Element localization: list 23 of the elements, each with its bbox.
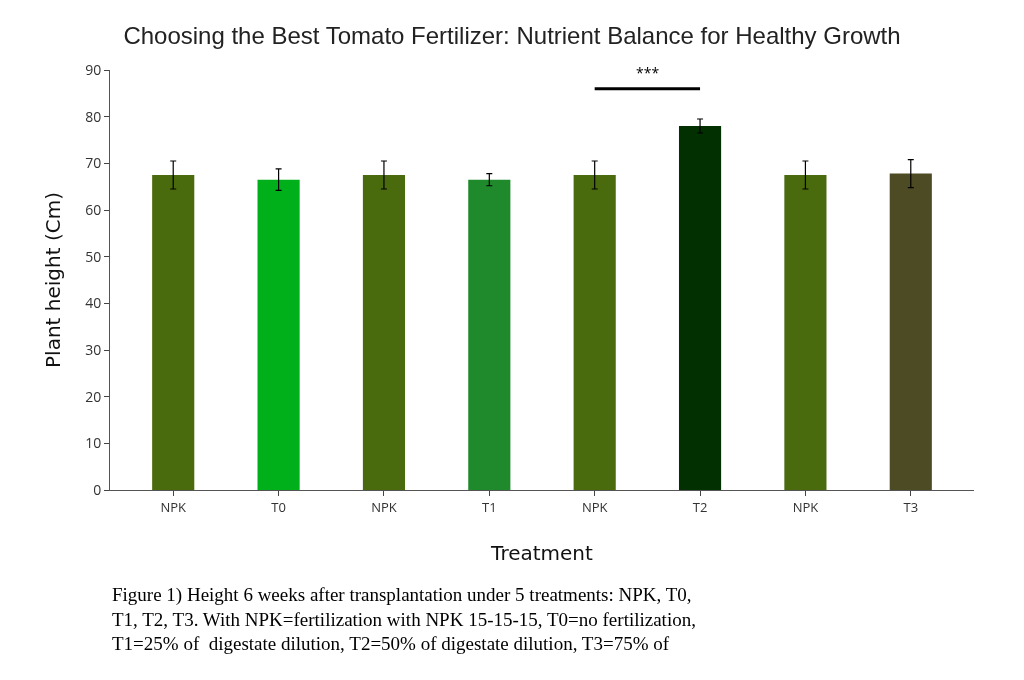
y-tick-label: 50 [85, 246, 102, 266]
y-tick-label: 80 [85, 106, 102, 126]
y-tick-label: 20 [85, 386, 102, 406]
chart-title: Choosing the Best Tomato Fertilizer: Nutrient Balance for Healthy Growth [123, 22, 901, 49]
y-tick-label: 10 [85, 433, 102, 453]
y-tick-label: 90 [85, 59, 102, 79]
y-tick-label: 70 [85, 153, 102, 173]
y-axis-title: Plant height (Cm) [41, 192, 65, 368]
x-tick-label: T1 [482, 497, 497, 516]
y-tick-label: 60 [85, 199, 102, 219]
x-tick-label: NPK [160, 497, 187, 516]
x-tick-label: T2 [692, 497, 708, 516]
y-tick-label: 30 [85, 339, 102, 359]
x-tick-label: NPK [371, 497, 397, 516]
x-tick-label: T0 [271, 497, 286, 516]
caption: Figure 1) Height 6 weeks after transplantation under 5 treatments: NPK, T0, T1, T2, T3. With NPK=fertilization with NPK 15-15-15, T0=no fertilization, T1=25% of digestate dilution, T2=50% of digestate dilution, T3=75% of [112, 584, 696, 655]
x-axis-title: Treatment [490, 541, 594, 565]
annotation: *** [636, 63, 660, 82]
y-tick-label: 0 [93, 479, 102, 499]
y-tick-label: 40 [85, 293, 102, 313]
x-tick-label: NPK [792, 497, 819, 516]
x-tick-label: NPK [581, 497, 608, 516]
x-tick-label: T3 [903, 497, 919, 516]
